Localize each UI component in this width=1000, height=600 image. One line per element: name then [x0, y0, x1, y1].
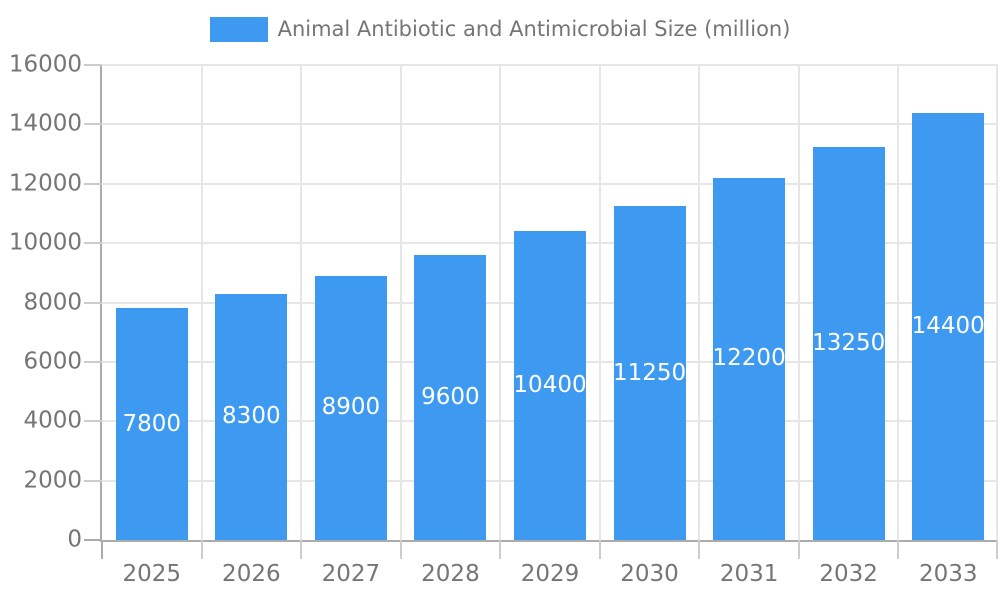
- x-tick: [698, 540, 701, 559]
- y-tick-label: 0: [67, 526, 82, 553]
- x-tick-label: 2033: [918, 561, 978, 587]
- x-tick: [399, 540, 402, 559]
- x-gridline: [499, 65, 502, 540]
- x-gridline: [996, 65, 998, 540]
- x-tick: [499, 540, 502, 559]
- x-tick: [996, 540, 998, 559]
- y-tick-label: 6000: [23, 348, 82, 375]
- bar-value-label: 7800: [122, 410, 182, 437]
- x-gridline: [598, 65, 601, 540]
- x-tick: [598, 540, 601, 559]
- y-tick: [84, 64, 102, 66]
- y-tick: [84, 360, 102, 363]
- y-tick: [84, 539, 102, 541]
- bar: 7800: [115, 308, 188, 540]
- x-gridline: [399, 65, 402, 540]
- bar: 12200: [712, 177, 786, 540]
- x-tick-label: 2031: [719, 561, 779, 587]
- x-tick-label: 2027: [321, 561, 381, 587]
- legend: Animal Antibiotic and Antimicrobial Size…: [0, 17, 1000, 42]
- x-tick-label: 2032: [819, 561, 878, 587]
- y-tick: [84, 182, 102, 185]
- x-gridline: [300, 65, 303, 540]
- bar: 11250: [612, 206, 687, 540]
- y-gridline: [102, 182, 998, 185]
- x-gridline: [897, 65, 900, 540]
- bar: 14400: [911, 112, 985, 540]
- x-tick: [200, 540, 203, 559]
- y-tick-label: 16000: [8, 51, 82, 78]
- bar-value-label: 14400: [911, 312, 985, 339]
- y-tick-label: 8000: [23, 289, 82, 315]
- legend-label: Animal Antibiotic and Antimicrobial Size…: [277, 17, 791, 41]
- bar-value-label: 11250: [612, 359, 687, 386]
- x-gridline: [797, 65, 800, 540]
- bar: 13250: [812, 146, 886, 540]
- x-tick: [797, 540, 800, 559]
- y-gridline: [102, 123, 998, 126]
- bar: 8900: [314, 275, 387, 540]
- bar-value-label: 8300: [222, 403, 281, 430]
- legend-swatch: [209, 17, 268, 42]
- y-tick-label: 4000: [23, 407, 82, 434]
- bar-value-label: 10400: [513, 372, 587, 399]
- x-tick-label: 2029: [520, 561, 580, 587]
- x-tick-label: 2026: [222, 561, 281, 587]
- y-tick-label: 2000: [23, 467, 82, 494]
- y-tick: [84, 420, 102, 423]
- y-tick: [84, 123, 102, 126]
- x-tick-label: 2028: [421, 561, 480, 587]
- bar: 8300: [215, 293, 288, 540]
- x-tick: [101, 540, 103, 559]
- y-tick: [84, 301, 102, 304]
- bar-value-label: 8900: [321, 394, 381, 421]
- x-tick-label: 2030: [620, 561, 679, 587]
- x-gridline: [200, 65, 203, 540]
- bar-value-label: 12200: [712, 345, 786, 372]
- y-tick-label: 10000: [8, 229, 82, 256]
- x-gridline: [698, 65, 701, 540]
- x-tick: [300, 540, 303, 559]
- x-tick: [897, 540, 900, 559]
- y-tick: [84, 242, 102, 245]
- bar: 9600: [414, 255, 487, 540]
- y-tick: [84, 479, 102, 482]
- y-tick-label: 14000: [8, 110, 82, 137]
- x-tick-label: 2025: [122, 561, 182, 587]
- y-tick-label: 12000: [8, 170, 82, 197]
- y-gridline: [102, 64, 998, 66]
- bar-value-label: 13250: [812, 329, 886, 356]
- bar: 10400: [513, 231, 587, 540]
- bar-value-label: 9600: [421, 384, 480, 410]
- plot-area: 0 2000 4000 6000 8000 10000 12000 14000 16000 780…: [9, 53, 998, 586]
